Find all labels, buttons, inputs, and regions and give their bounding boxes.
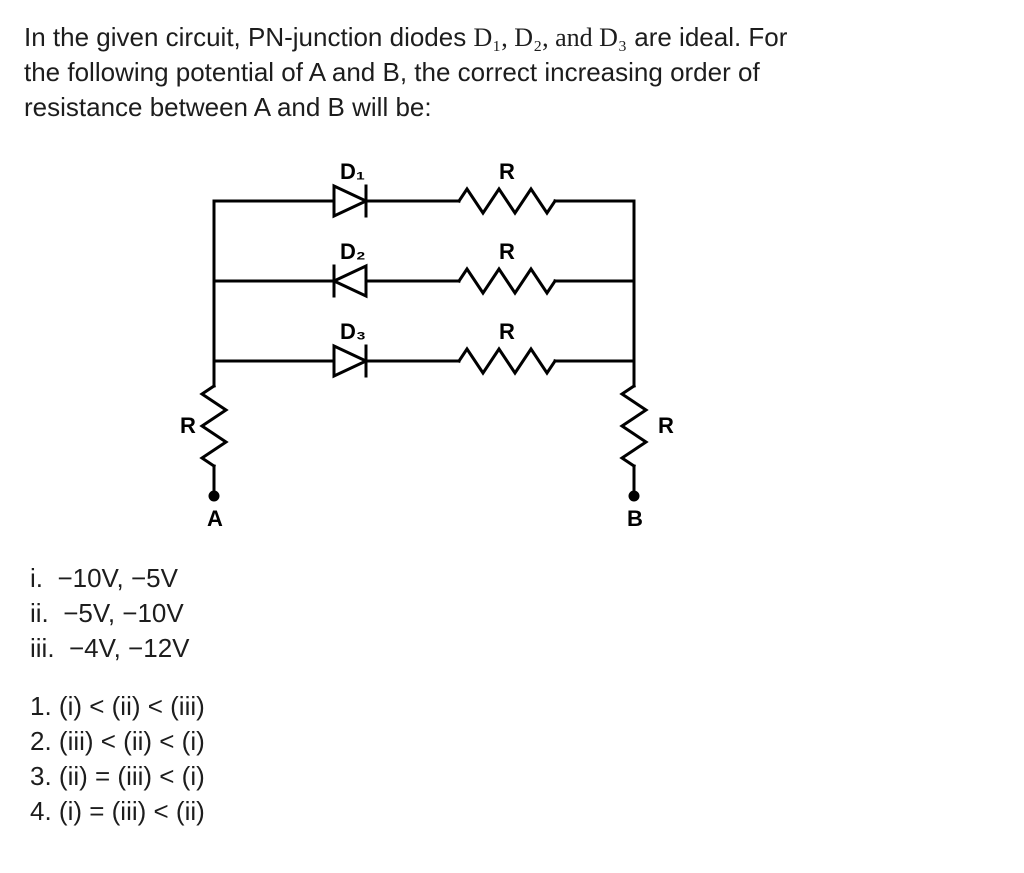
label-r-branch3: R: [499, 319, 515, 344]
label-b: B: [627, 506, 643, 531]
label-d3: D₃: [340, 319, 366, 344]
option-1: 1. (i) < (ii) < (iii): [30, 689, 1000, 724]
case-ii: ii. −5V, −10V: [30, 596, 1000, 631]
option-3: 3. (ii) = (iii) < (i): [30, 759, 1000, 794]
label-d2: D₂: [340, 239, 366, 264]
option-2: 2. (iii) < (ii) < (i): [30, 724, 1000, 759]
q-line1-post: are ideal. For: [627, 22, 787, 52]
question-text: In the given circuit, PN-junction diodes…: [24, 20, 1000, 125]
label-a: A: [207, 506, 223, 531]
case-iii: iii. −4V, −12V: [30, 631, 1000, 666]
option-4: 4. (i) = (iii) < (ii): [30, 794, 1000, 829]
cases-list: i. −10V, −5V ii. −5V, −10V iii. −4V, −12…: [30, 561, 1000, 666]
q-line1-pre: In the given circuit, PN-junction diodes: [24, 22, 473, 52]
label-r-branch1: R: [499, 159, 515, 184]
circuit-svg: D₁ D₂ D₃ R R R R R A B: [104, 141, 744, 541]
circuit-diagram: D₁ D₂ D₃ R R R R R A B: [104, 141, 744, 541]
label-r-right: R: [658, 413, 674, 438]
q-line1-math: D₁, D₂, and D₃: [473, 23, 627, 52]
q-line2: the following potential of A and B, the …: [24, 57, 760, 87]
case-i: i. −10V, −5V: [30, 561, 1000, 596]
options-list: 1. (i) < (ii) < (iii) 2. (iii) < (ii) < …: [30, 689, 1000, 829]
label-d1: D₁: [340, 159, 365, 184]
q-line3: resistance between A and B will be:: [24, 92, 432, 122]
label-r-left: R: [180, 413, 196, 438]
label-r-branch2: R: [499, 239, 515, 264]
